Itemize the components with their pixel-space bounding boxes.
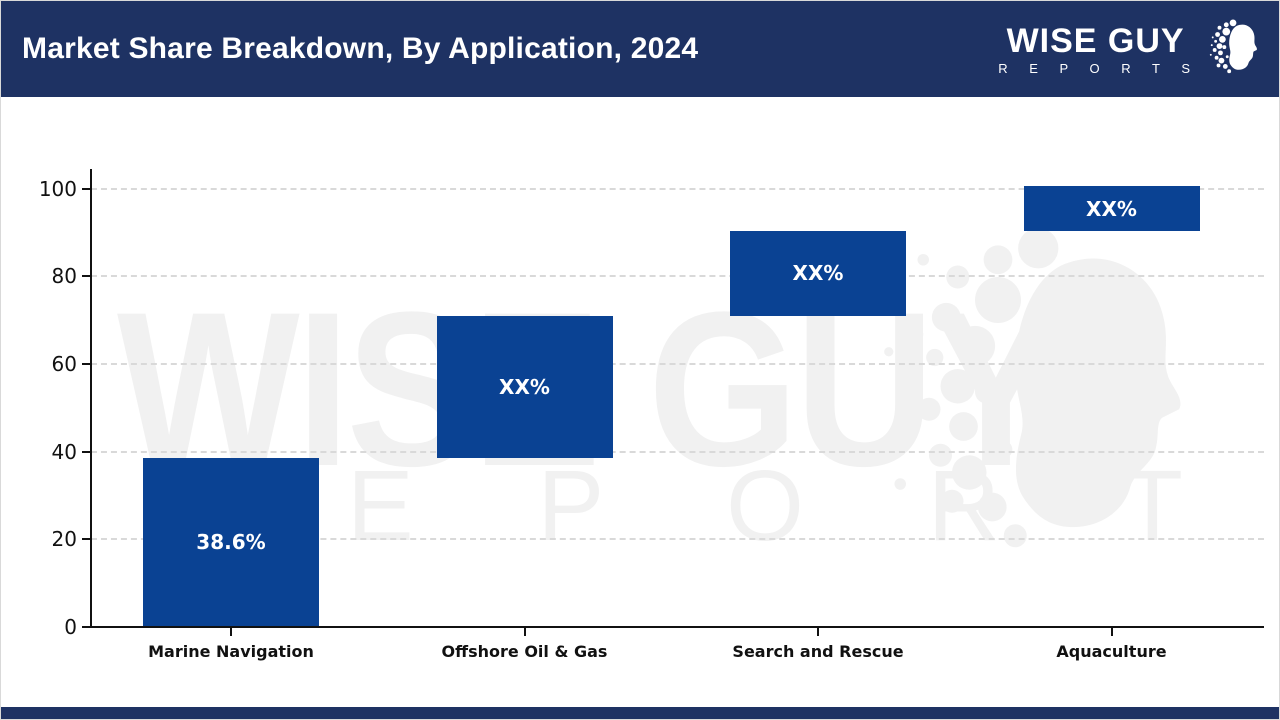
brand-subtitle: R E P O R T S <box>998 60 1199 76</box>
x-tick-search-and-rescue <box>817 628 819 636</box>
x-axis-label-offshore-oil-gas: Offshore Oil & Gas <box>441 642 608 661</box>
gridline-20 <box>91 538 1264 541</box>
x-tick-offshore-oil-gas <box>523 628 526 636</box>
bar-value-label-offshore-oil-gas: XX% <box>499 374 550 399</box>
x-tick-marine-navigation <box>230 628 232 636</box>
bar-value-label-marine-navigation: 38.6% <box>196 530 266 555</box>
x-axis-label-marine-navigation: Marine Navigation <box>148 642 314 661</box>
x-tick-aquaculture <box>1110 628 1113 636</box>
brand-logo-text: WISE GUY R E P O R T S <box>992 24 1199 75</box>
y-tick-label-80: 80 <box>51 264 77 289</box>
x-axis-label-aquaculture: Aquaculture <box>1056 642 1167 661</box>
bar-value-label-search-and-rescue: XX% <box>792 261 844 286</box>
brand-head-icon <box>1209 19 1257 74</box>
x-axis-label-search-and-rescue: Search and Rescue <box>732 642 904 661</box>
y-tick-60 <box>82 362 91 365</box>
y-tick-label-0: 0 <box>64 615 77 639</box>
y-tick-label-40: 40 <box>51 439 77 464</box>
y-tick-40 <box>82 450 91 453</box>
y-tick-100 <box>82 187 91 190</box>
y-tick-0 <box>82 626 91 628</box>
bar-marine-navigation: 38.6% <box>143 457 319 627</box>
y-tick-label-60: 60 <box>51 351 77 376</box>
bar-search-and-rescue: XX% <box>730 231 906 316</box>
bar-aquaculture: XX% <box>1023 186 1200 232</box>
gridline-100 <box>91 187 1264 190</box>
watermark-head-icon <box>884 231 1181 548</box>
y-tick-20 <box>82 538 91 541</box>
header-bar: Market Share Breakdown, By Application, … <box>1 1 1279 97</box>
gridline-80 <box>91 275 1264 278</box>
bar-offshore-oil-gas: XX% <box>436 315 613 458</box>
y-tick-label-100: 100 <box>38 176 77 201</box>
x-axis-spine <box>90 626 1264 628</box>
bar-value-label-aquaculture: XX% <box>1086 196 1137 221</box>
y-tick-80 <box>82 275 91 278</box>
y-axis-spine <box>90 169 92 628</box>
page-title: Market Share Breakdown, By Application, … <box>22 32 699 65</box>
brand-name: WISE GUY <box>1006 21 1185 60</box>
gridline-40 <box>91 450 1264 453</box>
brand-logo: WISE GUY R E P O R T S <box>992 12 1263 86</box>
footer-bar <box>1 707 1279 719</box>
gridline-60 <box>91 362 1264 365</box>
y-tick-label-20: 20 <box>51 527 77 552</box>
